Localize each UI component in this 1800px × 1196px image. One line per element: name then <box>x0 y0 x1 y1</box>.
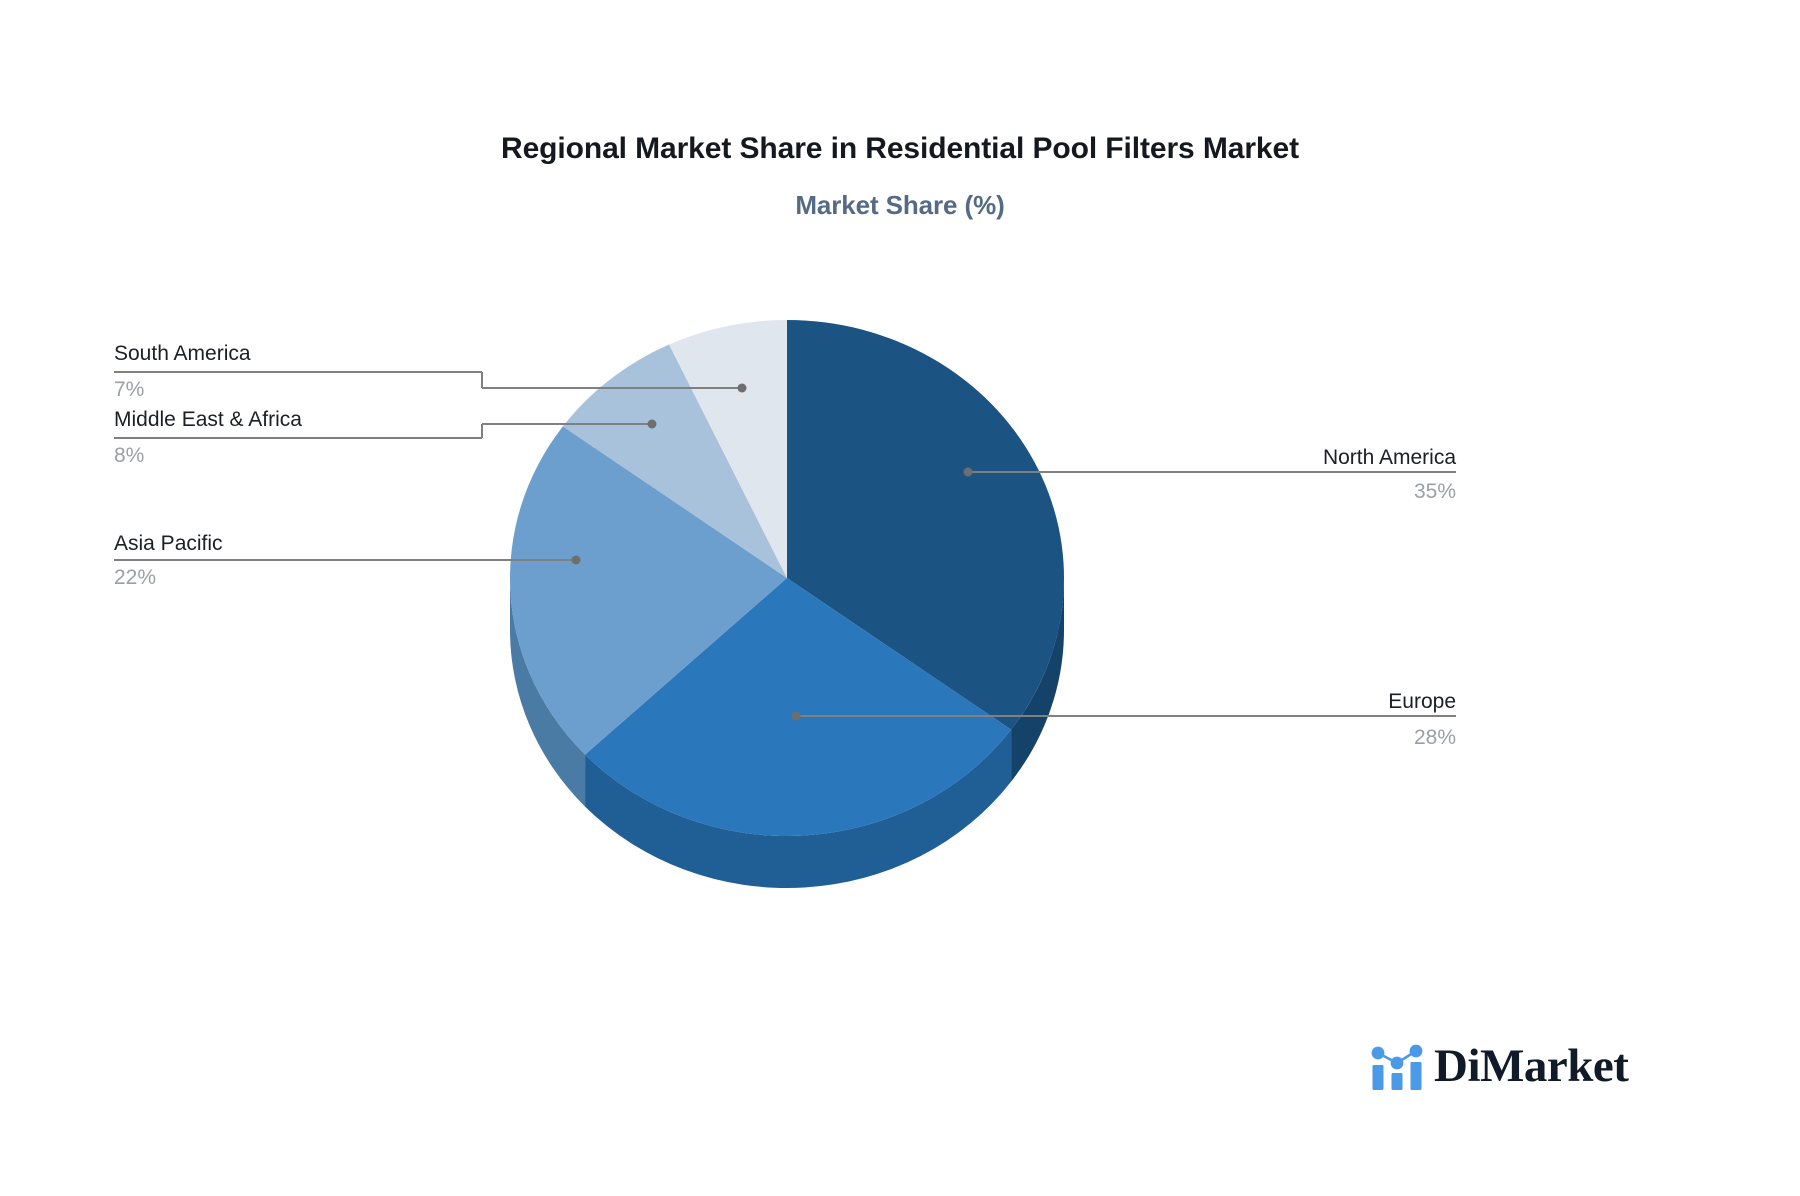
chart-title: Regional Market Share in Residential Poo… <box>501 132 1299 165</box>
slice-value-asia-pacific: 22% <box>114 566 157 589</box>
pie-slice-asia-pacific[interactable] <box>509 426 787 755</box>
leader-dot <box>647 419 657 429</box>
pie-slice-europe[interactable] <box>585 578 1012 836</box>
slice-label-europe: Europe <box>1388 690 1456 713</box>
bar-chart-icon <box>1371 1044 1423 1090</box>
pie-slice-middle-east-africa[interactable] <box>562 344 787 578</box>
leader-dot <box>571 555 581 565</box>
pie-side-asia-pacific <box>510 578 586 807</box>
slice-value-north-america: 35% <box>1413 480 1456 503</box>
slice-label-south-america: South America <box>114 342 251 365</box>
leader-lines <box>114 371 1456 721</box>
slice-label-middle-east-africa: Middle East & Africa <box>114 408 302 431</box>
slice-label-north-america: North America <box>1322 446 1456 469</box>
slice-value-middle-east-africa: 8% <box>114 444 145 467</box>
logo-wordmark: DiMarket <box>1434 1039 1629 1092</box>
slice-label-asia-pacific: Asia Pacific <box>114 532 223 555</box>
slice-value-south-america: 7% <box>114 378 145 401</box>
pie-3d-sides <box>510 578 1064 888</box>
slice-value-europe: 28% <box>1413 726 1456 749</box>
chart-subtitle: Market Share (%) <box>795 190 1005 220</box>
leader-dot <box>737 383 747 393</box>
pie-side-north-america <box>1011 578 1064 782</box>
pie-slices <box>509 320 1064 836</box>
leader-dot <box>791 711 801 721</box>
leader-dot <box>963 467 973 477</box>
pie-side-europe <box>585 729 1012 888</box>
pie-slice-north-america[interactable] <box>787 320 1064 730</box>
pie-slice-south-america[interactable] <box>669 320 787 578</box>
dimarket-logo: DiMarket <box>1370 1039 1629 1092</box>
